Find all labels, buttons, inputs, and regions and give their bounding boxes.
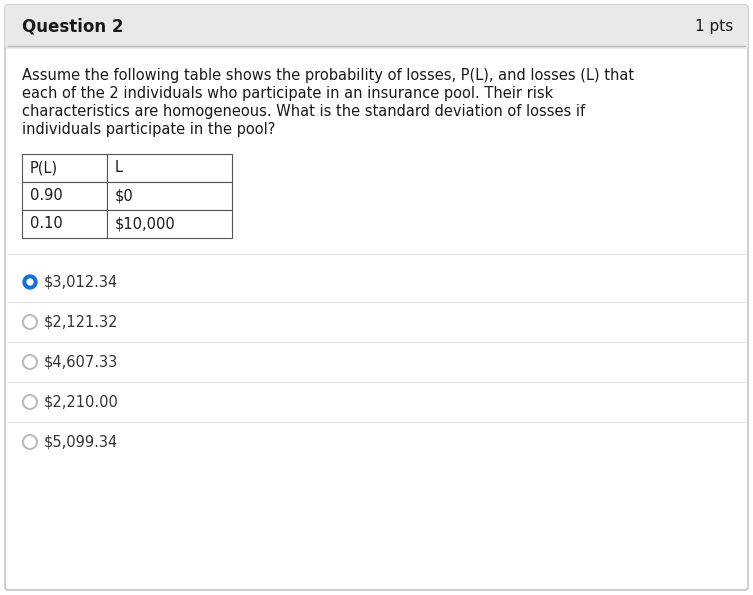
Bar: [107, 210, 232, 238]
Bar: [107, 154, 232, 182]
Text: $4,607.33: $4,607.33: [44, 355, 118, 369]
Bar: [22, 210, 107, 238]
Text: 0.90: 0.90: [30, 189, 62, 203]
Text: each of the 2 individuals who participate in an insurance pool. Their risk: each of the 2 individuals who participat…: [22, 86, 553, 101]
Text: characteristics are homogeneous. What is the standard deviation of losses if: characteristics are homogeneous. What is…: [22, 104, 585, 119]
Text: 0.10: 0.10: [30, 217, 62, 231]
Text: P(L): P(L): [30, 161, 58, 176]
Text: 1 pts: 1 pts: [695, 20, 733, 35]
Text: $2,121.32: $2,121.32: [44, 315, 118, 330]
Text: $3,012.34: $3,012.34: [44, 274, 118, 290]
Text: $2,210.00: $2,210.00: [44, 394, 119, 409]
Circle shape: [27, 279, 33, 285]
Bar: [8, 40, 745, 46]
Text: $5,099.34: $5,099.34: [44, 434, 118, 449]
Bar: [22, 182, 107, 210]
Text: $10,000: $10,000: [115, 217, 175, 231]
Text: L: L: [115, 161, 123, 176]
FancyBboxPatch shape: [5, 5, 748, 590]
Text: Assume the following table shows the probability of losses, P(L), and losses (L): Assume the following table shows the pro…: [22, 68, 634, 83]
Text: $0: $0: [115, 189, 134, 203]
Text: Question 2: Question 2: [22, 18, 123, 36]
FancyBboxPatch shape: [5, 5, 748, 49]
Text: individuals participate in the pool?: individuals participate in the pool?: [22, 122, 276, 137]
Circle shape: [23, 275, 37, 289]
Bar: [107, 182, 232, 210]
Bar: [22, 154, 107, 182]
